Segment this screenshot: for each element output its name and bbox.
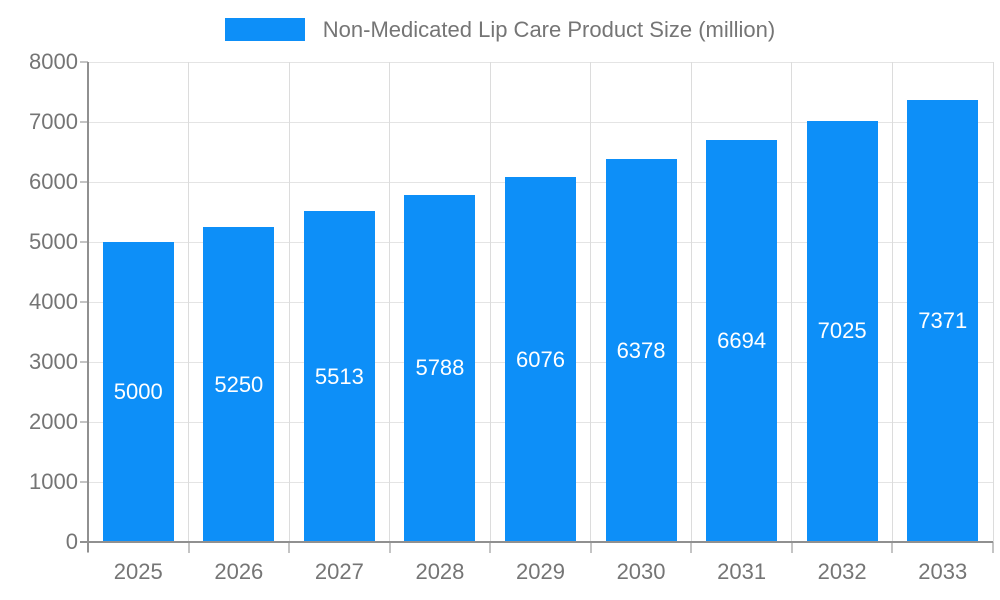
y-axis-tick — [80, 181, 88, 183]
x-axis-tick — [992, 542, 994, 553]
bar-value-label: 5000 — [113, 379, 163, 404]
y-axis-label: 1000 — [29, 469, 78, 494]
bar-2027: 5513 — [303, 211, 375, 542]
gridline-vertical — [791, 62, 793, 542]
y-axis-tick — [80, 301, 88, 303]
x-axis-label: 2030 — [616, 559, 666, 584]
y-axis-label: 4000 — [29, 289, 78, 314]
y-axis-line — [87, 62, 89, 552]
legend: Non-Medicated Lip Care Product Size (mil… — [0, 17, 1000, 42]
x-axis-tick — [388, 542, 391, 553]
plot-area: 5000 5250 5513 5788 6076 6378 6694 7025 7371 — [80, 61, 994, 553]
gridline-vertical — [992, 62, 994, 542]
legend-item[interactable]: Non-Medicated Lip Care Product Size (mil… — [224, 17, 776, 42]
gridline-vertical — [389, 62, 391, 542]
x-axis-label: 2027 — [314, 559, 364, 584]
gridline-horizontal — [88, 121, 993, 123]
bar-value-label: 7025 — [817, 318, 867, 344]
bar-2030: 6378 — [605, 159, 677, 542]
gridline-vertical — [590, 62, 592, 542]
x-axis-label: 2026 — [214, 559, 264, 584]
bar-value-label: 5788 — [415, 355, 465, 381]
x-axis-tick — [288, 542, 291, 553]
x-axis-label: 2028 — [415, 559, 465, 584]
bar-2031: 6694 — [706, 140, 778, 542]
gridline-vertical — [489, 62, 491, 542]
bar-value-label: 6378 — [616, 337, 666, 363]
gridline-vertical — [891, 62, 893, 542]
gridline-vertical — [188, 62, 190, 542]
bar-2029: 6076 — [505, 177, 576, 542]
bar-value-label: 7371 — [918, 307, 968, 333]
gridline-horizontal — [88, 61, 993, 63]
legend-swatch-icon — [224, 18, 305, 41]
bar-value-label: 5250 — [214, 371, 264, 397]
x-axis-label: 2029 — [516, 559, 565, 584]
y-axis-label: 2000 — [29, 409, 78, 434]
y-axis-label: 3000 — [29, 349, 78, 374]
bar-2033: 7371 — [907, 99, 979, 542]
x-axis-label: 2033 — [918, 559, 968, 584]
x-axis-tick — [790, 542, 793, 553]
y-axis-tick — [80, 421, 88, 423]
y-axis-label: 7000 — [29, 109, 78, 134]
y-axis-tick — [80, 481, 88, 483]
y-axis-tick — [80, 361, 88, 363]
x-axis-label: 2032 — [817, 559, 867, 584]
bar-2032: 7025 — [806, 120, 878, 542]
gridline-vertical — [288, 62, 290, 542]
bar-2028: 5788 — [404, 194, 476, 542]
y-axis-label: 8000 — [29, 49, 78, 74]
bar-value-label: 6076 — [516, 346, 565, 372]
legend-label: Non-Medicated Lip Care Product Size (mil… — [322, 17, 776, 42]
x-axis-tick — [589, 542, 592, 553]
x-axis-tick — [891, 542, 894, 553]
x-axis-label: 2025 — [113, 559, 163, 584]
bar-2026: 5250 — [203, 227, 275, 542]
y-axis-tick — [80, 121, 88, 123]
gridline-vertical — [690, 62, 692, 542]
x-axis-tick — [489, 542, 492, 553]
y-axis-tick — [80, 61, 88, 63]
y-axis-label: 6000 — [29, 169, 78, 194]
x-axis-line — [80, 541, 993, 543]
y-axis-tick — [80, 241, 88, 243]
x-axis-tick — [690, 542, 693, 553]
bar-2025: 5000 — [102, 242, 174, 542]
y-axis-label: 5000 — [29, 229, 78, 254]
y-axis-label: 0 — [65, 529, 78, 554]
x-axis-label: 2031 — [717, 559, 767, 584]
bar-value-label: 5513 — [314, 363, 364, 389]
x-axis-tick — [187, 542, 190, 553]
bar-value-label: 6694 — [717, 328, 767, 354]
